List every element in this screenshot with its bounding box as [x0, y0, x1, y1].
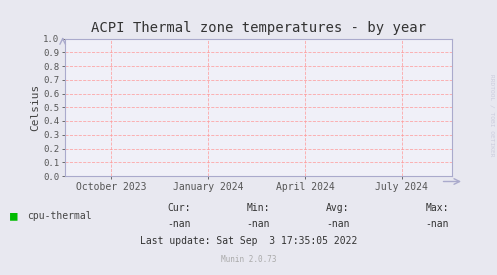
Text: ■: ■: [10, 209, 17, 222]
Text: -nan: -nan: [247, 219, 270, 229]
Text: Last update: Sat Sep  3 17:35:05 2022: Last update: Sat Sep 3 17:35:05 2022: [140, 236, 357, 246]
Title: ACPI Thermal zone temperatures - by year: ACPI Thermal zone temperatures - by year: [91, 21, 426, 35]
Text: -nan: -nan: [326, 219, 350, 229]
Text: Munin 2.0.73: Munin 2.0.73: [221, 255, 276, 264]
Text: -nan: -nan: [425, 219, 449, 229]
Text: RRDTOOL / TOBI OETIKER: RRDTOOL / TOBI OETIKER: [490, 74, 495, 157]
Text: Min:: Min:: [247, 203, 270, 213]
Text: Cur:: Cur:: [167, 203, 191, 213]
Text: -nan: -nan: [167, 219, 191, 229]
Y-axis label: Celsius: Celsius: [30, 84, 40, 131]
Text: cpu-thermal: cpu-thermal: [27, 211, 92, 221]
Text: Max:: Max:: [425, 203, 449, 213]
Text: Avg:: Avg:: [326, 203, 350, 213]
